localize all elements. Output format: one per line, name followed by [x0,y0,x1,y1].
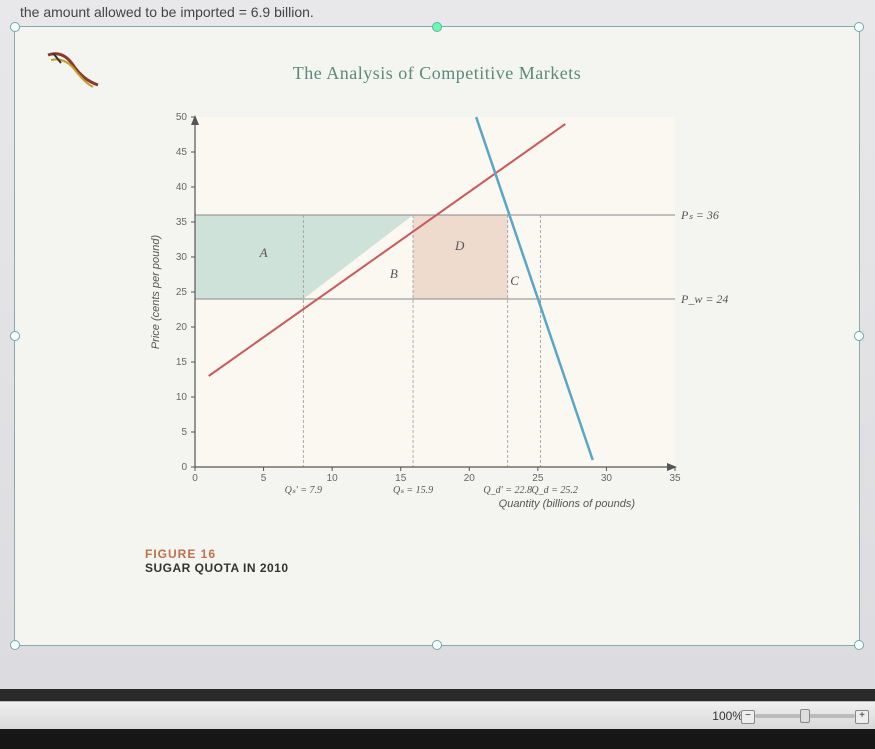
economics-chart: Pₛ = 36 P_w = 24 0 5 10 15 20 25 30 35 40 45 50 0 5 10 1… [145,107,745,527]
svg-text:50: 50 [176,112,188,123]
resize-handle-mr[interactable] [854,331,864,341]
svg-text:30: 30 [601,473,613,484]
figure-label: FIGURE 16 SUGAR QUOTA IN 2010 [145,547,289,575]
svg-text:0: 0 [192,473,198,484]
window-chrome-bottom [0,729,875,749]
svg-text:Quantity (billions of pounds): Quantity (billions of pounds) [499,498,636,510]
svg-text:35: 35 [176,217,188,228]
svg-text:15: 15 [395,473,407,484]
resize-handle-tm[interactable] [432,22,442,32]
svg-text:5: 5 [181,427,187,438]
context-text: the amount allowed to be imported = 6.9 … [20,4,314,20]
image-selection-frame[interactable]: The Analysis of Competitive Markets Pₛ =… [14,26,860,646]
svg-text:20: 20 [464,473,476,484]
svg-text:5: 5 [261,473,267,484]
svg-text:B: B [390,266,398,281]
zoom-level-text: 100% [712,709,743,723]
zoom-slider[interactable] [755,714,855,718]
svg-text:25: 25 [532,473,544,484]
svg-text:Qₛ' = 7.9: Qₛ' = 7.9 [285,485,322,496]
chart-title: The Analysis of Competitive Markets [293,63,581,84]
svg-text:A: A [259,245,268,260]
svg-text:25: 25 [176,287,188,298]
figure-caption: SUGAR QUOTA IN 2010 [145,561,289,575]
resize-handle-tr[interactable] [854,22,864,32]
svg-text:15: 15 [176,357,188,368]
resize-handle-bm[interactable] [432,640,442,650]
svg-text:10: 10 [176,392,188,403]
svg-text:40: 40 [176,182,188,193]
svg-text:20: 20 [176,322,188,333]
svg-text:Pₛ = 36: Pₛ = 36 [680,208,719,222]
resize-handle-tl[interactable] [10,22,20,32]
svg-text:35: 35 [669,473,681,484]
resize-handle-br[interactable] [854,640,864,650]
svg-text:C: C [510,273,519,288]
resize-handle-bl[interactable] [10,640,20,650]
svg-text:D: D [454,238,465,253]
svg-text:0: 0 [181,462,187,473]
svg-text:P_w = 24: P_w = 24 [680,292,728,306]
svg-text:Qₛ = 15.9: Qₛ = 15.9 [393,485,433,496]
svg-text:Q_d' = 22.8: Q_d' = 22.8 [483,485,532,496]
resize-handle-ml[interactable] [10,331,20,341]
textbook-logo-icon [43,45,103,95]
svg-text:30: 30 [176,252,188,263]
figure-number: FIGURE 16 [145,547,289,561]
svg-text:Price (cents per pound): Price (cents per pound) [150,235,162,350]
svg-text:10: 10 [327,473,339,484]
svg-text:45: 45 [176,147,188,158]
zoom-slider-thumb[interactable] [800,709,810,723]
status-bar: 100% [0,701,875,729]
svg-text:Q_d = 25.2: Q_d = 25.2 [531,485,577,496]
